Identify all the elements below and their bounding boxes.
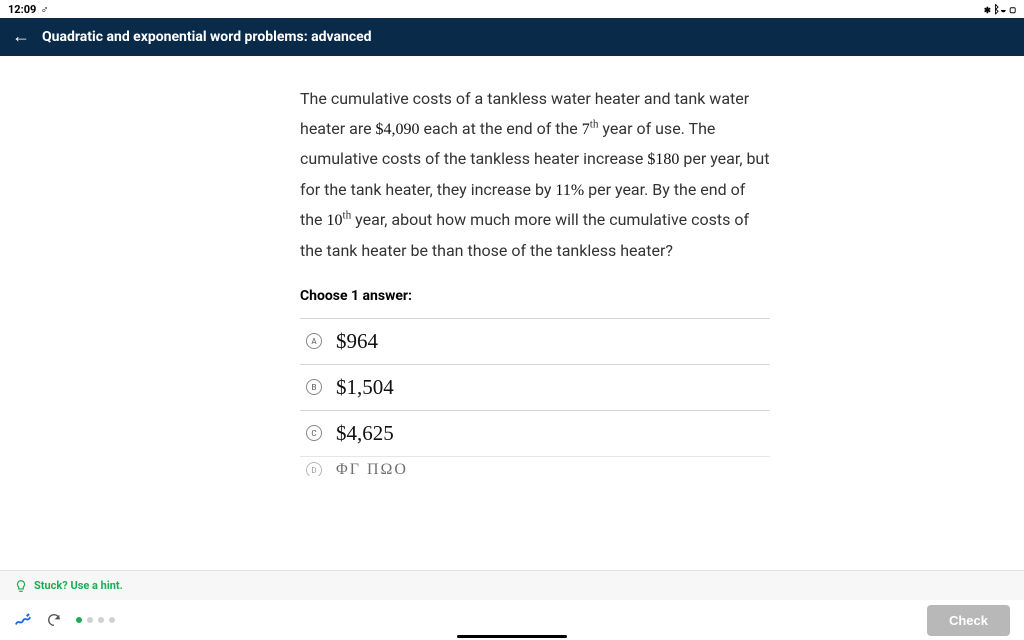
back-arrow-icon[interactable]: ← [12, 28, 30, 46]
q-value: $4,090 [376, 121, 420, 138]
answer-option-a[interactable]: A $964 [300, 318, 770, 364]
q-text: year, about how much more will the cumul… [300, 210, 749, 260]
page-title: Quadratic and exponential word problems:… [42, 29, 372, 45]
answer-letter-icon: A [306, 333, 322, 349]
progress-dot [109, 617, 115, 623]
answer-option-b[interactable]: B $1,504 [300, 364, 770, 410]
progress-dot [76, 617, 82, 623]
progress-dot [87, 617, 93, 623]
progress-dot [98, 617, 104, 623]
answer-letter-icon: D [306, 462, 322, 476]
answer-value: $964 [336, 329, 378, 354]
answer-list: A $964 B $1,504 C $4,625 D ΦΓ ΠΩΟ [300, 318, 770, 476]
home-indicator[interactable] [457, 635, 567, 638]
q-ordinal: th [343, 210, 352, 222]
check-button[interactable]: Check [927, 605, 1010, 636]
nav-header: ← Quadratic and exponential word problem… [0, 18, 1024, 56]
choose-label: Choose 1 answer: [300, 288, 770, 304]
refresh-icon[interactable] [46, 612, 62, 628]
answer-letter-icon: C [306, 425, 322, 441]
scribble-icon[interactable] [14, 611, 32, 629]
status-right: ✱ ᛒ◒ ▢ [984, 3, 1016, 16]
answer-value: $1,504 [336, 375, 394, 400]
q-text: each at the end of the [420, 119, 582, 138]
q-value: $180 [647, 151, 679, 168]
status-app-icon: ♂ [40, 3, 48, 16]
lightbulb-icon [14, 579, 28, 593]
q-value: 11% [555, 182, 584, 199]
status-left: 12:09 ♂ [8, 3, 49, 16]
answer-letter-icon: B [306, 379, 322, 395]
bottom-left-controls [14, 611, 115, 629]
answer-value-cut: ΦΓ ΠΩΟ [336, 461, 408, 476]
status-time: 12:09 [8, 3, 36, 16]
q-value: 7 [582, 121, 590, 138]
status-bar: 12:09 ♂ ✱ ᛒ◒ ▢ [0, 0, 1024, 18]
answer-option-c[interactable]: C $4,625 [300, 410, 770, 456]
hint-text: Stuck? Use a hint. [34, 579, 123, 592]
question-text: The cumulative costs of a tankless water… [300, 84, 770, 266]
content-area: The cumulative costs of a tankless water… [0, 56, 1024, 558]
status-system-icons: ✱ ᛒ◒ ▢ [984, 3, 1016, 16]
answer-value: $4,625 [336, 421, 394, 446]
progress-dots [76, 617, 115, 623]
answer-option-d-partial[interactable]: D ΦΓ ΠΩΟ [300, 456, 770, 476]
q-value: 10 [327, 212, 343, 229]
question-block: The cumulative costs of a tankless water… [300, 84, 770, 476]
bottom-bar: Check [0, 600, 1024, 640]
hint-bar[interactable]: Stuck? Use a hint. [0, 570, 1024, 600]
